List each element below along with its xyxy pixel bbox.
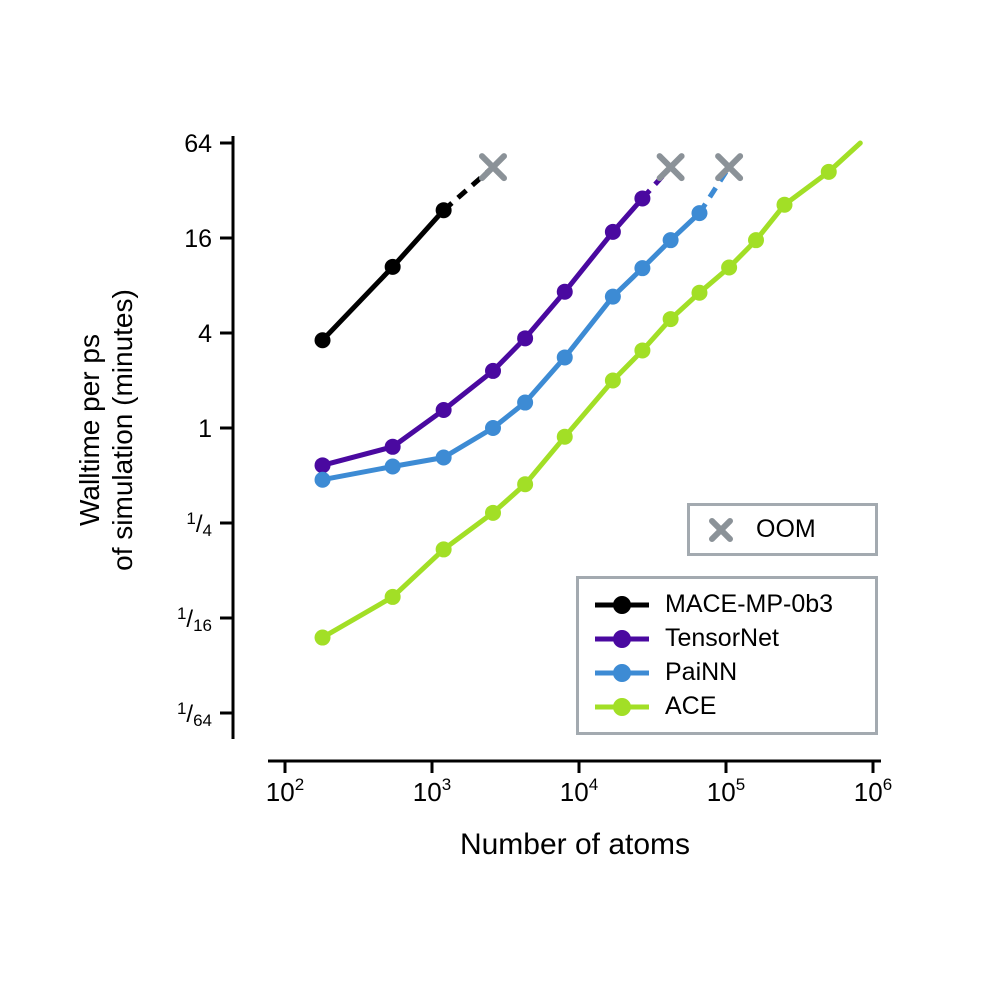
- data-point: [776, 196, 793, 213]
- series-ACE: [314, 140, 863, 646]
- data-point: [604, 372, 621, 389]
- data-point: [556, 428, 573, 445]
- series-PaiNN: [314, 165, 732, 488]
- oom-x-icon: [709, 517, 733, 542]
- y-tick-label: 1/16: [177, 604, 212, 635]
- data-point: [314, 457, 331, 474]
- data-point: [314, 629, 331, 646]
- data-point: [485, 420, 502, 436]
- data-point: [517, 476, 534, 493]
- y-axis-label-line1: Walltime per ps: [74, 334, 105, 526]
- data-point: [435, 202, 452, 219]
- mace-line-marker-icon: [595, 595, 649, 614]
- data-point: [604, 288, 621, 305]
- data-point: [820, 163, 837, 180]
- legend-entry-mace: MACE-MP-0b3: [593, 590, 861, 619]
- y-tick-label: 16: [184, 225, 212, 253]
- data-point: [556, 349, 573, 366]
- y-tick-label: 1/4: [186, 509, 212, 540]
- series-MACE-MP-0b3: [314, 165, 495, 349]
- data-point: [384, 588, 401, 605]
- data-point: [517, 330, 534, 347]
- data-point: [662, 232, 679, 249]
- legend-label-ace: ACE: [665, 692, 717, 720]
- legend-label-tensornet: TensorNet: [665, 624, 779, 652]
- x-tick-label: 104: [560, 775, 598, 807]
- data-point: [435, 449, 452, 466]
- data-point: [691, 284, 708, 301]
- data-point: [485, 504, 502, 521]
- data-point: [556, 283, 573, 300]
- data-point: [662, 311, 679, 328]
- oom-marker: [479, 153, 508, 182]
- data-point: [384, 438, 401, 455]
- series-TensorNet: [314, 165, 673, 474]
- axes: 64 16 4 1 1/4 1/16 1/64 102 103 104 105 106: [177, 130, 892, 807]
- oom-marker: [656, 153, 685, 182]
- y-tick-label: 64: [184, 130, 212, 158]
- data-point: [517, 394, 534, 411]
- data-point: [634, 190, 651, 207]
- data-point: [314, 471, 331, 488]
- data-point: [384, 258, 401, 275]
- y-tick-label: 1: [198, 415, 212, 443]
- data-point: [314, 332, 331, 349]
- legend-label-mace: MACE-MP-0b3: [665, 590, 834, 618]
- x-tick-label: 103: [413, 775, 451, 807]
- y-tick-label: 4: [198, 320, 212, 348]
- oom-legend-label: OOM: [756, 515, 816, 543]
- oom-legend-box: OOM: [687, 503, 878, 556]
- data-point: [634, 260, 651, 277]
- x-tick-label: 106: [854, 775, 892, 807]
- data-point: [435, 402, 452, 419]
- data-point: [748, 232, 765, 249]
- series-legend-box: MACE-MP-0b3 TensorNet PaiNN ACE: [576, 576, 878, 735]
- x-tick-label: 105: [707, 775, 745, 807]
- ace-line-marker-icon: [595, 697, 649, 716]
- data-point: [384, 458, 401, 475]
- legend-entry-tensornet: TensorNet: [593, 624, 861, 653]
- data-point: [604, 223, 621, 240]
- y-axis-label: Walltime per ps of simulation (minutes): [73, 168, 139, 692]
- legend-entry-ace: ACE: [593, 692, 861, 721]
- y-axis-label-line2: of simulation (minutes): [107, 289, 139, 571]
- data-point: [634, 342, 651, 359]
- x-axis-label: Number of atoms: [459, 828, 691, 861]
- data-point: [721, 259, 738, 276]
- y-tick-label: 1/64: [177, 699, 212, 730]
- data-point: [435, 541, 452, 558]
- data-point: [691, 205, 708, 222]
- data-point: [485, 362, 502, 379]
- legend-entry-painn: PaiNN: [593, 658, 861, 687]
- painn-line-marker-icon: [595, 663, 649, 682]
- oom-marker: [715, 153, 744, 182]
- legend-label-painn: PaiNN: [665, 658, 738, 686]
- x-tick-label: 102: [266, 775, 304, 807]
- tensornet-line-marker-icon: [595, 629, 649, 648]
